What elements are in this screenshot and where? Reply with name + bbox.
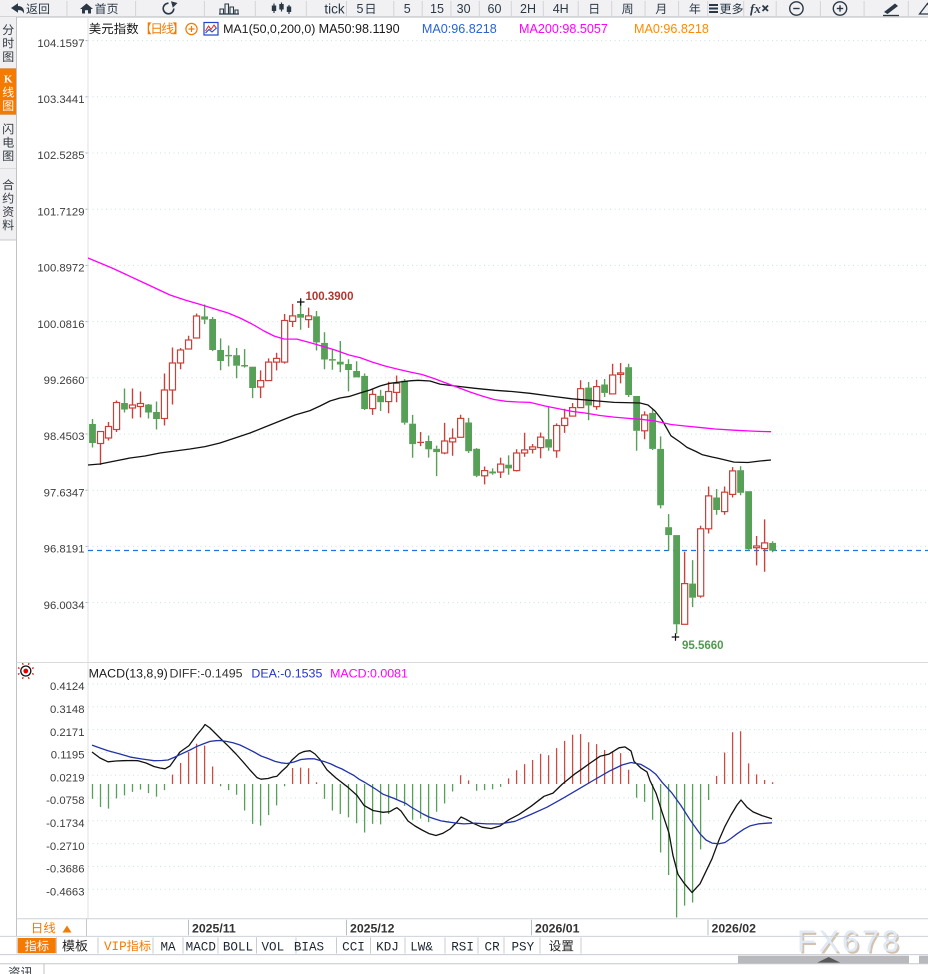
svg-text:96.0034: 96.0034	[44, 600, 85, 612]
svg-text:2025/11: 2025/11	[192, 921, 236, 935]
svg-text:2H: 2H	[520, 2, 536, 16]
svg-text:2026/01: 2026/01	[535, 921, 580, 935]
svg-text:0.1195: 0.1195	[51, 750, 85, 762]
svg-text:-0.4663: -0.4663	[46, 886, 84, 898]
svg-text:15: 15	[430, 2, 444, 16]
svg-text:2026/02: 2026/02	[712, 921, 757, 935]
svg-text:tick: tick	[324, 2, 345, 17]
svg-text:0.4124: 0.4124	[50, 681, 85, 693]
svg-text:VIP: VIP	[104, 940, 127, 954]
svg-text:30: 30	[457, 2, 471, 16]
svg-text:100.3900: 100.3900	[306, 291, 354, 303]
svg-text:MA50:98.1190: MA50:98.1190	[319, 22, 400, 36]
svg-text:LW&: LW&	[410, 941, 433, 955]
svg-text:0.0219: 0.0219	[50, 772, 85, 784]
svg-text:98.4503: 98.4503	[44, 431, 85, 443]
svg-text:PSY: PSY	[511, 941, 534, 955]
svg-text:MA: MA	[160, 941, 176, 955]
svg-text:-0.0758: -0.0758	[46, 795, 84, 807]
svg-text:103.3441: 103.3441	[37, 94, 84, 106]
svg-text:VOL: VOL	[261, 941, 284, 955]
svg-text:99.2660: 99.2660	[44, 375, 85, 387]
svg-text:KDJ: KDJ	[376, 941, 399, 955]
svg-text:101.7129: 101.7129	[37, 206, 84, 218]
svg-text:100.0816: 100.0816	[37, 319, 84, 331]
svg-text:CR: CR	[485, 941, 501, 955]
svg-text:-0.1734: -0.1734	[46, 818, 84, 830]
svg-text:MA0:96.8218: MA0:96.8218	[634, 22, 709, 36]
svg-text:5: 5	[357, 2, 364, 16]
svg-text:0.3148: 0.3148	[50, 704, 85, 716]
svg-text:5: 5	[404, 2, 411, 16]
svg-text:FX678: FX678	[797, 925, 902, 959]
svg-text:fx: fx	[750, 1, 761, 16]
svg-text:MA200:98.5057: MA200:98.5057	[519, 22, 608, 36]
svg-text:-0.2710: -0.2710	[46, 841, 84, 853]
svg-text:K: K	[4, 73, 13, 85]
svg-text:DIFF:-0.1495: DIFF:-0.1495	[170, 667, 243, 681]
svg-text:95.5660: 95.5660	[682, 640, 724, 652]
svg-text:DEA:-0.1535: DEA:-0.1535	[251, 667, 322, 681]
svg-text:CCI: CCI	[342, 941, 365, 955]
svg-text:RSI: RSI	[451, 941, 474, 955]
svg-text:BOLL: BOLL	[223, 941, 253, 955]
svg-text:96.8191: 96.8191	[44, 544, 85, 556]
svg-text:MA1(50,0,200,0): MA1(50,0,200,0)	[223, 22, 315, 36]
svg-text:MACD(13,8,9): MACD(13,8,9)	[89, 667, 168, 681]
svg-text:-0.3686: -0.3686	[46, 864, 84, 876]
svg-text:100.8972: 100.8972	[37, 263, 84, 275]
svg-text:104.1597: 104.1597	[37, 38, 84, 50]
svg-text:2025/12: 2025/12	[350, 921, 395, 935]
svg-text:97.6347: 97.6347	[44, 487, 85, 499]
svg-text:102.5285: 102.5285	[37, 150, 84, 162]
svg-text:4H: 4H	[553, 2, 569, 16]
svg-text:0.2171: 0.2171	[50, 727, 85, 739]
svg-text:MA0:96.8218: MA0:96.8218	[422, 22, 497, 36]
svg-text:MACD:0.0081: MACD:0.0081	[330, 667, 408, 681]
svg-text:BIAS: BIAS	[294, 941, 324, 955]
svg-text:MACD: MACD	[186, 941, 216, 955]
svg-text:60: 60	[488, 2, 502, 16]
